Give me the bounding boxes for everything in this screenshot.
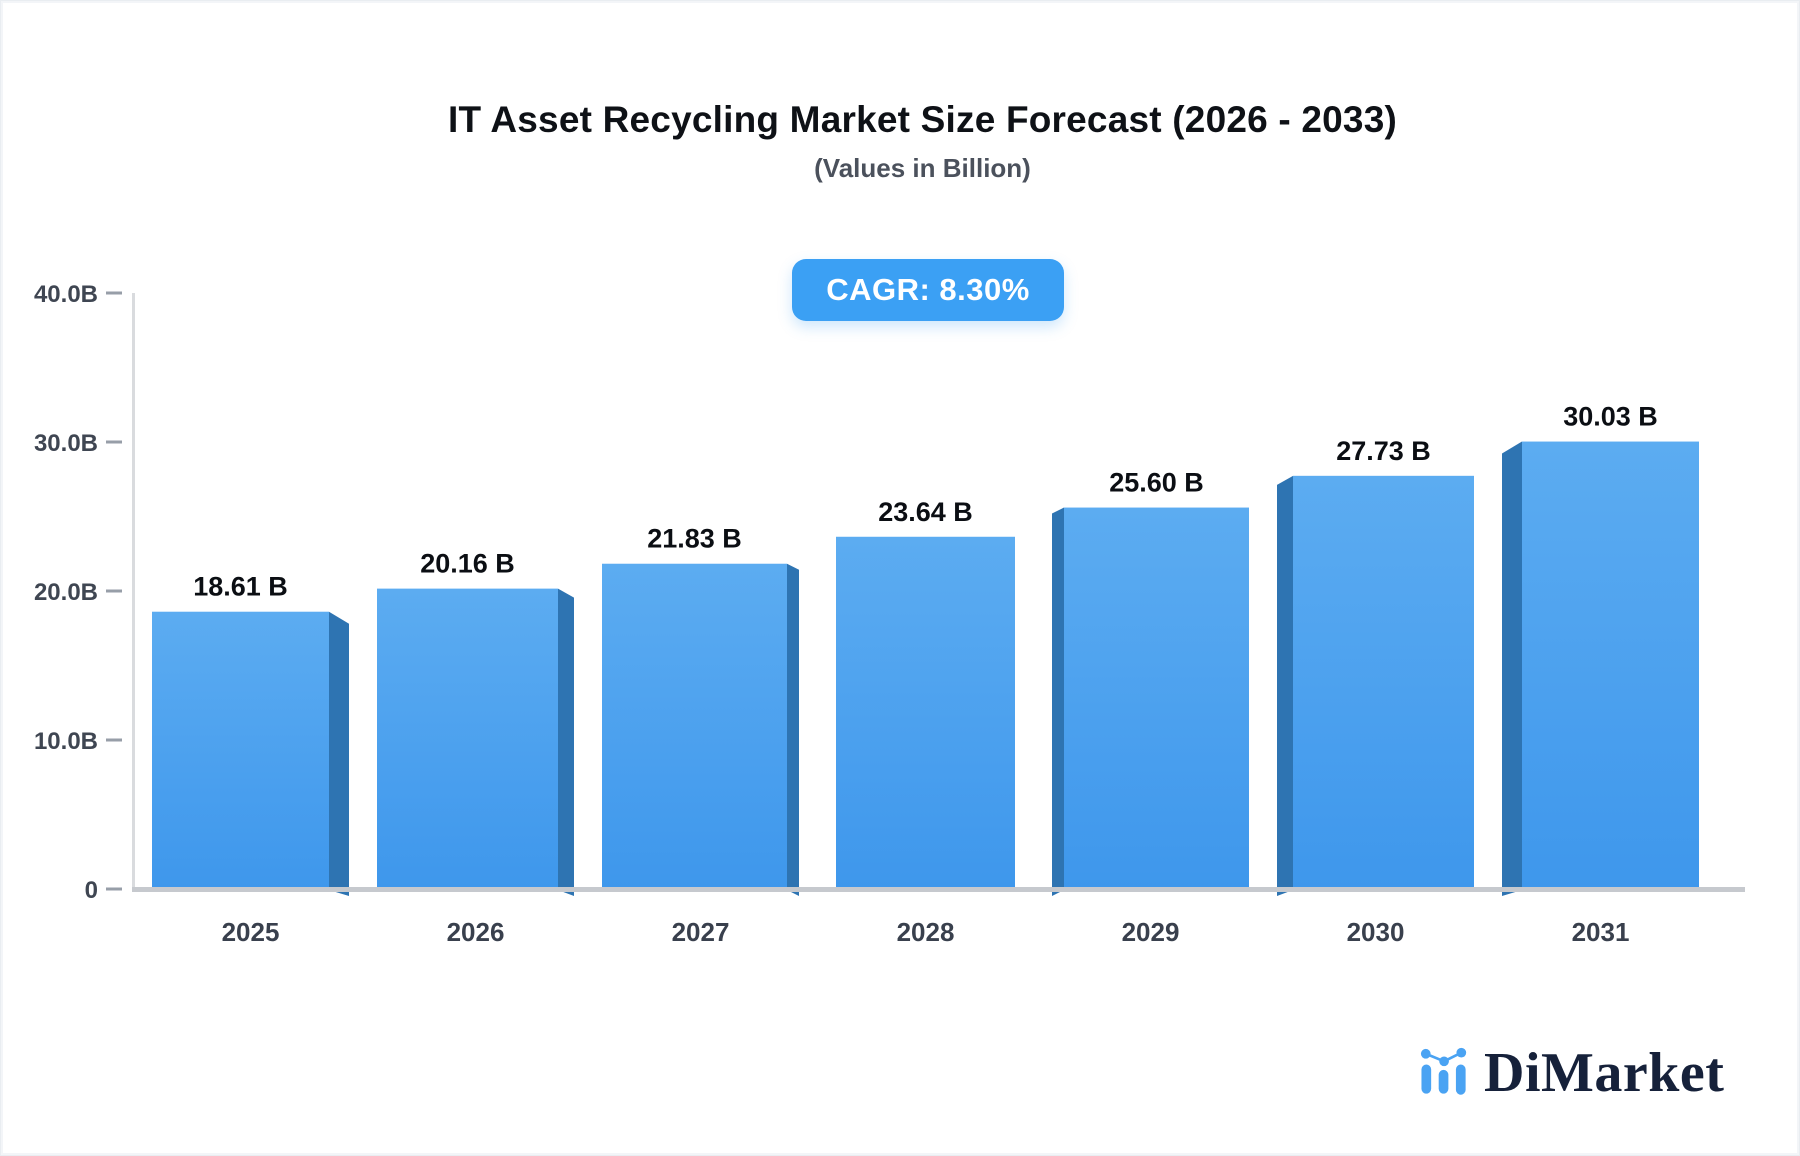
- x-axis-label: 2025: [222, 917, 280, 947]
- bar-side-face: [1502, 441, 1522, 896]
- bar-value-label: 23.64 B: [878, 497, 973, 527]
- y-axis-label: 10.0B: [34, 728, 98, 755]
- chart-subtitle: (Values in Billion): [814, 153, 1031, 183]
- chart-title: IT Asset Recycling Market Size Forecast …: [447, 99, 1398, 140]
- bar-value-label: 25.60 B: [1109, 468, 1204, 498]
- bar: [1293, 475, 1474, 890]
- bar-side-face: [1277, 475, 1293, 896]
- x-axis-label: 2030: [1347, 917, 1405, 947]
- y-axis-line: [132, 293, 135, 889]
- y-axis-tick: [106, 589, 122, 593]
- bar-side-face: [1052, 507, 1064, 896]
- y-axis-label: 20.0B: [34, 579, 98, 606]
- bar: [377, 588, 558, 890]
- x-axis-label: 2029: [1122, 917, 1180, 947]
- bar-side-face: [787, 563, 799, 896]
- x-axis-label: 2028: [897, 917, 955, 947]
- x-axis-line: [132, 887, 1745, 892]
- y-axis-label: 40.0B: [34, 281, 98, 308]
- bar-side-face: [558, 588, 574, 896]
- bar-value-label: 27.73 B: [1336, 436, 1431, 466]
- bar: [602, 563, 787, 890]
- bar-value-label: 20.16 B: [420, 549, 515, 579]
- y-axis-tick: [106, 291, 122, 295]
- y-axis-tick: [106, 440, 122, 444]
- y-axis-label: 30.0B: [34, 430, 98, 457]
- bar: [1064, 507, 1249, 890]
- dimarket-logo-icon: [1420, 1047, 1467, 1095]
- x-axis-label: 2031: [1572, 917, 1630, 947]
- bar: [836, 536, 1015, 890]
- bar: [152, 611, 329, 890]
- bar-chart: 40.0B 30.0B 20.0B 10.0B 0 18.61 B 2025 20.16 B 2…: [34, 281, 1745, 947]
- bar: [1522, 441, 1699, 890]
- cagr-label: CAGR: 8.30%: [826, 272, 1030, 307]
- x-axis-label: 2026: [447, 917, 505, 947]
- x-axis-label: 2027: [672, 917, 730, 947]
- bar-side-face: [329, 611, 349, 896]
- y-axis-tick: [106, 887, 122, 891]
- bar-value-label: 18.61 B: [193, 572, 288, 602]
- bar-value-label: 30.03 B: [1563, 402, 1658, 432]
- bar-value-label: 21.83 B: [647, 524, 742, 554]
- y-axis-label: 0: [85, 877, 98, 904]
- y-axis-tick: [106, 738, 122, 742]
- cagr-badge: CAGR: 8.30%: [792, 259, 1064, 321]
- dimarket-logo: DiMarket: [1415, 1041, 1724, 1101]
- dimarket-logo-text: DiMarket: [1484, 1042, 1725, 1104]
